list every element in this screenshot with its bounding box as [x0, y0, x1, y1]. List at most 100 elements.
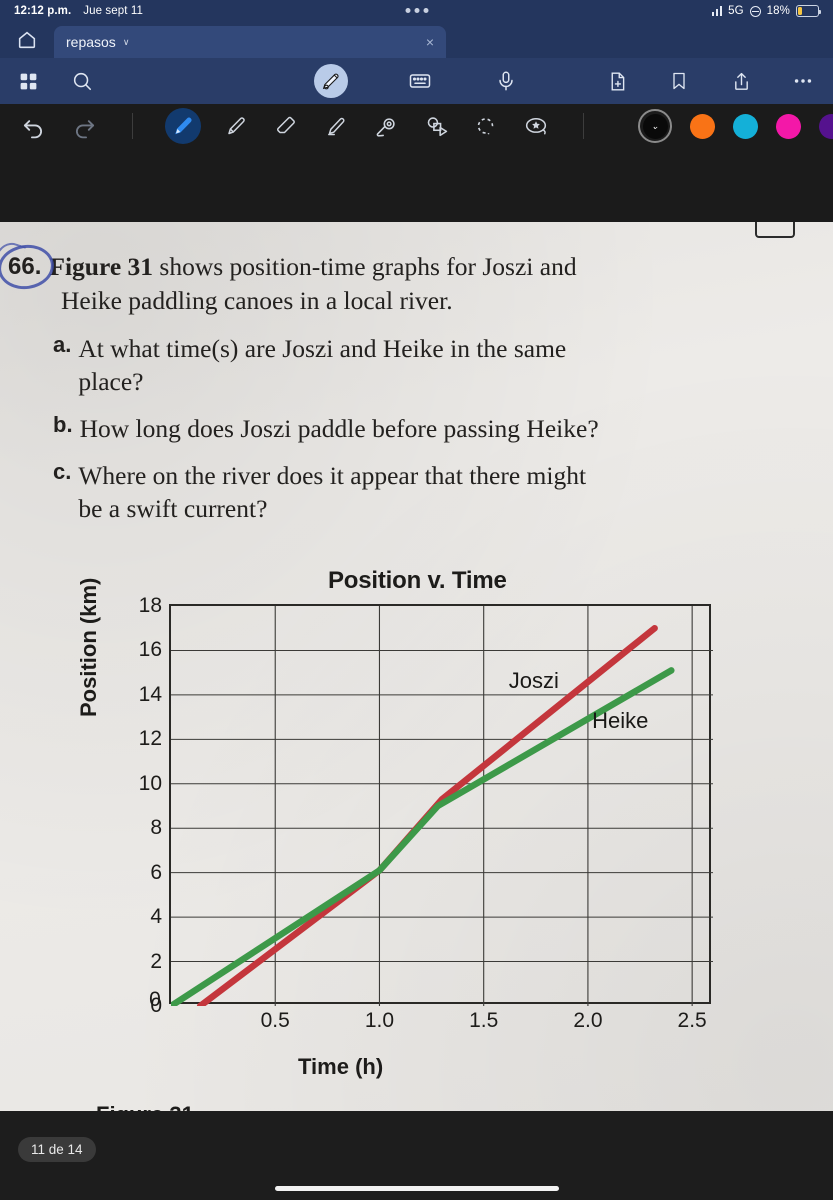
question-number: 66. — [0, 238, 57, 293]
shapes-tool-button[interactable] — [421, 111, 451, 141]
bottom-bar: 11 de 14 — [0, 1111, 833, 1200]
undo-button[interactable] — [18, 111, 48, 141]
series-label-joszi: Joszi — [508, 667, 559, 693]
page-indicator: 11 de 14 — [18, 1137, 96, 1162]
dynamic-island-dots-icon — [405, 8, 428, 13]
status-date: Jue sept 11 — [83, 5, 143, 17]
y-axis-tick-8: 8 — [150, 816, 162, 840]
x-axis-tick-1.0: 1.0 — [364, 1009, 395, 1032]
question-block: 66. Figure 31 shows position-time graphs… — [0, 238, 826, 525]
keyboard-button[interactable] — [406, 67, 434, 95]
thumbnails-grid-icon — [20, 73, 36, 89]
document-viewer[interactable]: 66. Figure 31 shows position-time graphs… — [0, 148, 833, 1111]
color-swatch-magenta[interactable] — [776, 113, 801, 139]
toolbar-divider — [132, 113, 133, 139]
chevron-down-icon[interactable]: ∨ — [122, 36, 130, 47]
keyboard-icon — [409, 74, 430, 88]
y-axis-tick-4: 4 — [150, 905, 162, 929]
ruler-tool-icon — [376, 117, 395, 137]
color-swatch-orange[interactable] — [690, 113, 715, 139]
pen-tool-button[interactable] — [165, 108, 201, 144]
x-axis-tick-2.5: 2.5 — [677, 1009, 707, 1032]
markup-toggle-button[interactable] — [313, 64, 348, 98]
highlighter-tool-button[interactable] — [321, 111, 351, 141]
chart-title: Position v. Time — [328, 567, 507, 594]
pencil-tool-button[interactable] — [221, 111, 251, 141]
y-axis-tick-2: 2 — [150, 949, 162, 973]
sub-question-b: b. How long does Joszi paddle before pas… — [8, 412, 826, 445]
sub-question-c-line1: Where on the river does it appear that t… — [78, 461, 587, 490]
undo-icon — [23, 120, 43, 139]
y-axis-tick-14: 14 — [138, 682, 162, 706]
sticker-tool-button[interactable] — [521, 111, 551, 141]
eraser-tool-icon — [276, 116, 295, 134]
share-button[interactable] — [727, 67, 755, 95]
battery-icon — [796, 5, 822, 17]
sticker-tool-icon — [525, 117, 547, 135]
eraser-tool-button[interactable] — [271, 111, 301, 141]
sub-question-b-text: How long does Joszi paddle before passin… — [79, 414, 599, 443]
home-indicator-bar[interactable] — [274, 1186, 559, 1191]
redo-button[interactable] — [70, 111, 100, 141]
sub-question-c: c. Where on the river does it appear tha… — [8, 459, 826, 525]
tab-bar: repasos ∨ × — [0, 22, 833, 58]
highlighter-tool-icon — [328, 117, 345, 136]
document-tab[interactable]: repasos ∨ × — [54, 26, 446, 58]
question-number-label: 66. — [8, 253, 42, 280]
share-icon — [734, 72, 748, 90]
shapes-tool-icon — [427, 116, 447, 136]
home-button[interactable] — [0, 22, 54, 58]
bookmark-button[interactable] — [665, 67, 693, 95]
color-swatch-purple[interactable] — [819, 113, 833, 139]
question-text-rest: shows position-time graphs for Joszi and — [153, 252, 577, 281]
microphone-icon — [498, 71, 513, 91]
sub-question-c-line2: be a swift current? — [78, 494, 268, 523]
network-type-label: 5G — [728, 5, 744, 17]
ruler-tool-button[interactable] — [371, 111, 401, 141]
tab-title: repasos — [66, 34, 116, 50]
question-line-2: Heike paddling canoes in a local river. — [61, 286, 453, 315]
question-text: Figure 31 shows position-time graphs for… — [49, 250, 576, 284]
y-axis-tick-10: 10 — [138, 771, 162, 795]
add-page-icon — [611, 71, 624, 91]
chart-y-axis-label: Position (km) — [76, 577, 101, 717]
scanned-page: 66. Figure 31 shows position-time graphs… — [0, 222, 833, 1111]
pen-markup-icon — [322, 73, 339, 90]
more-options-icon — [794, 79, 812, 83]
sub-question-c-label: c. — [53, 459, 72, 484]
figure-reference: Figure 31 — [49, 252, 154, 281]
position-time-chart: Position v. Time Position (km) Time (h) … — [76, 567, 740, 1087]
more-options-button[interactable] — [789, 67, 817, 95]
lasso-select-button[interactable] — [471, 111, 501, 141]
figure-caption: Figure 31 — [96, 1102, 194, 1111]
x-axis-tick-0: 0 — [149, 988, 161, 1011]
search-button[interactable] — [68, 67, 96, 95]
sub-question-a-text: At what time(s) are Joszi and Heike in t… — [78, 332, 566, 398]
microphone-button[interactable] — [492, 67, 520, 95]
color-swatch-cyan[interactable] — [733, 113, 758, 139]
chart-x-axis-label: Time (h) — [298, 1054, 384, 1079]
sub-question-list: a. At what time(s) are Joszi and Heike i… — [8, 332, 826, 525]
add-page-button[interactable] — [603, 67, 631, 95]
bookmark-icon — [673, 72, 685, 90]
page-corner-notch — [755, 222, 795, 238]
pen-tool-icon — [175, 117, 192, 135]
x-axis-tick-0.5: 0.5 — [260, 1009, 290, 1032]
color-swatch-selected[interactable]: ⌄ — [638, 109, 672, 143]
sub-question-a-line1: At what time(s) are Joszi and Heike in t… — [78, 334, 567, 363]
sub-question-a: a. At what time(s) are Joszi and Heike i… — [8, 332, 826, 398]
pen-toolbar: ⌄ + — [0, 104, 833, 148]
y-axis-tick-12: 12 — [138, 727, 162, 751]
thumbnails-grid-button[interactable] — [14, 67, 42, 95]
cellular-signal-icon — [711, 6, 723, 16]
y-axis-tick-6: 6 — [150, 860, 162, 884]
toolbar-divider-2 — [583, 113, 584, 139]
pencil-tool-icon — [228, 117, 245, 135]
home-icon — [18, 31, 36, 49]
y-axis-tick-0: 0 — [150, 994, 162, 1017]
chart-series-heike — [171, 667, 675, 1006]
chart-plot-area: 0 2 4 6 8 10 12 14 16 18 0 0.5 1.0 1.5 2.0 2.5 Joszi Heik… — [139, 594, 713, 1032]
x-axis-tick-2.0: 2.0 — [573, 1009, 603, 1032]
close-icon[interactable]: × — [425, 34, 434, 50]
series-label-heike: Heike — [592, 707, 649, 733]
